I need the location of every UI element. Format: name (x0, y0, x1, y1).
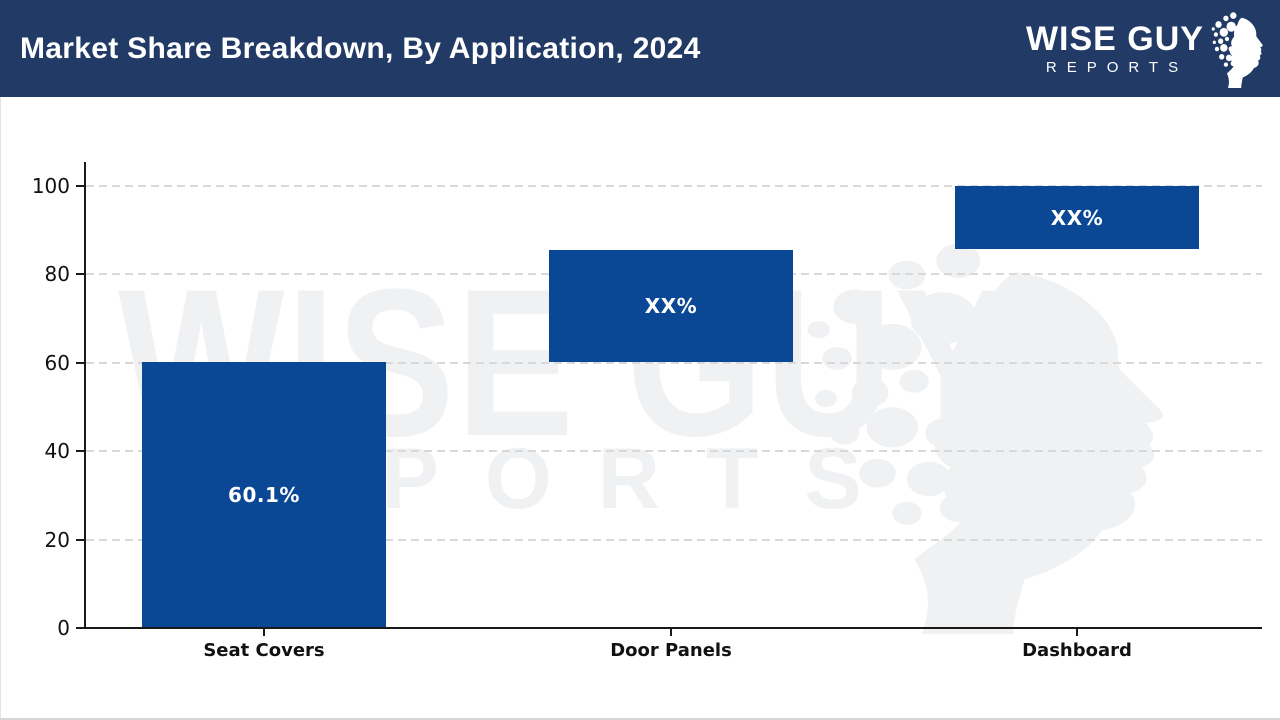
logo-wordmark: WISE GUY (1025, 20, 1204, 58)
y-tick-label: 60 (44, 350, 70, 375)
bar-value-label-dashboard: XX% (1050, 205, 1104, 230)
x-category-label-door-panels: Door Panels (610, 640, 732, 661)
bar-value-label-door-panels: XX% (644, 293, 698, 318)
head-profile-icon (1211, 11, 1263, 88)
y-tick-mark (76, 273, 84, 276)
page-left-border (0, 97, 1, 720)
gridline-20 (86, 538, 1262, 541)
y-tick-mark (76, 450, 84, 453)
y-tick-mark (76, 185, 84, 187)
gridline-40 (86, 450, 1262, 453)
y-tick-mark (76, 361, 84, 364)
x-category-label-seat-covers: Seat Covers (203, 640, 325, 661)
logo-subtitle: REPORTS (1045, 59, 1189, 76)
y-tick-mark (76, 627, 84, 629)
logo-text: WISE GUY REPORTS (1026, 22, 1204, 75)
gridline-100 (86, 185, 1262, 187)
y-tick-label: 20 (44, 527, 70, 552)
x-tick-mark (263, 629, 265, 636)
x-tick-mark (1076, 629, 1078, 636)
y-tick-label: 0 (57, 616, 70, 640)
chart-title: Market Share Breakdown, By Application, … (20, 31, 701, 65)
bar-door-panels: XX% (549, 249, 793, 363)
gridline-60 (86, 361, 1262, 364)
y-tick-label: 40 (44, 439, 70, 464)
y-axis-line (84, 162, 86, 629)
y-tick-label: 80 (44, 262, 70, 287)
bar-seat-covers: 60.1% (142, 362, 386, 628)
page-bottom-border (0, 718, 1280, 720)
bar-dashboard: XX% (955, 186, 1199, 250)
y-tick-label: 100 (31, 174, 70, 198)
x-tick-mark (670, 629, 672, 636)
x-axis-line (84, 627, 1262, 629)
header-bar: Market Share Breakdown, By Application, … (0, 0, 1280, 97)
wise-guy-reports-logo: WISE GUY REPORTS (1026, 10, 1266, 88)
y-tick-mark (76, 538, 84, 541)
bar-value-label-seat-covers: 60.1% (228, 483, 300, 508)
x-category-label-dashboard: Dashboard (1022, 640, 1132, 661)
